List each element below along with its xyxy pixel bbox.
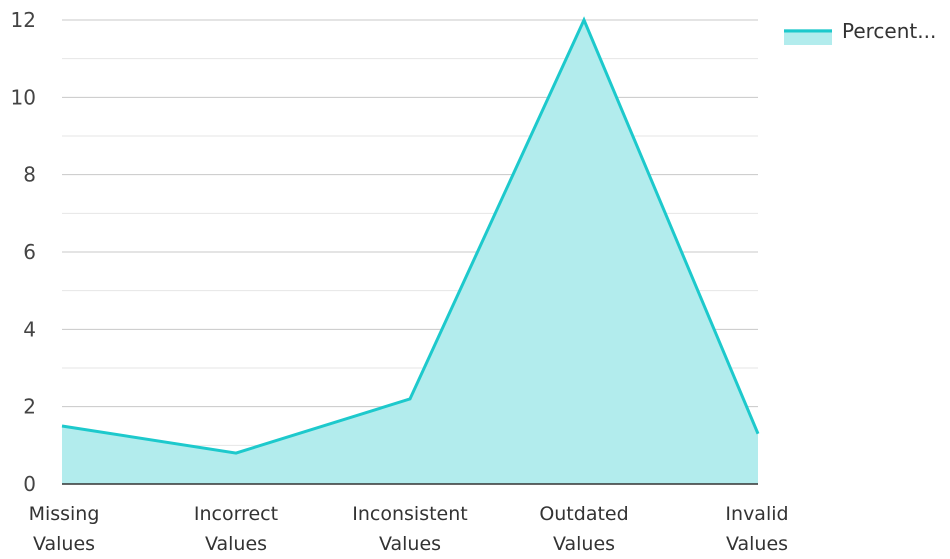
data-point-5[interactable] — [752, 428, 764, 440]
y-tick-label: 8 — [23, 163, 36, 187]
data-point-3[interactable] — [404, 393, 416, 405]
y-tick-label: 2 — [23, 395, 36, 419]
area-series — [56, 14, 764, 484]
y-tick-label: 12 — [11, 8, 36, 32]
y-tick-label: 0 — [23, 472, 36, 496]
x-tick-label: Incorrect Values — [194, 503, 278, 555]
y-tick-label: 10 — [11, 85, 36, 109]
legend-swatch — [784, 29, 832, 45]
x-tick-label: Inconsistent Values — [352, 503, 467, 555]
area-fill — [62, 20, 758, 484]
x-tick-label: Invalid Values — [725, 503, 788, 555]
x-tick-label: Missing Values — [29, 503, 100, 555]
data-point-4[interactable] — [578, 14, 590, 26]
axes: 0 2 4 6 8 10 12 Missing Values Incorrect Values Inc… — [11, 8, 789, 555]
data-point-2[interactable] — [230, 447, 242, 459]
series-line[interactable] — [61, 16, 760, 455]
y-tick-label: 6 — [23, 240, 36, 264]
x-tick-label: Outdated Values — [539, 503, 628, 555]
y-tick-label: 4 — [23, 317, 36, 341]
legend[interactable]: Percent... — [784, 19, 936, 45]
legend-label[interactable]: Percent... — [842, 19, 936, 43]
data-point-1[interactable] — [56, 420, 68, 432]
